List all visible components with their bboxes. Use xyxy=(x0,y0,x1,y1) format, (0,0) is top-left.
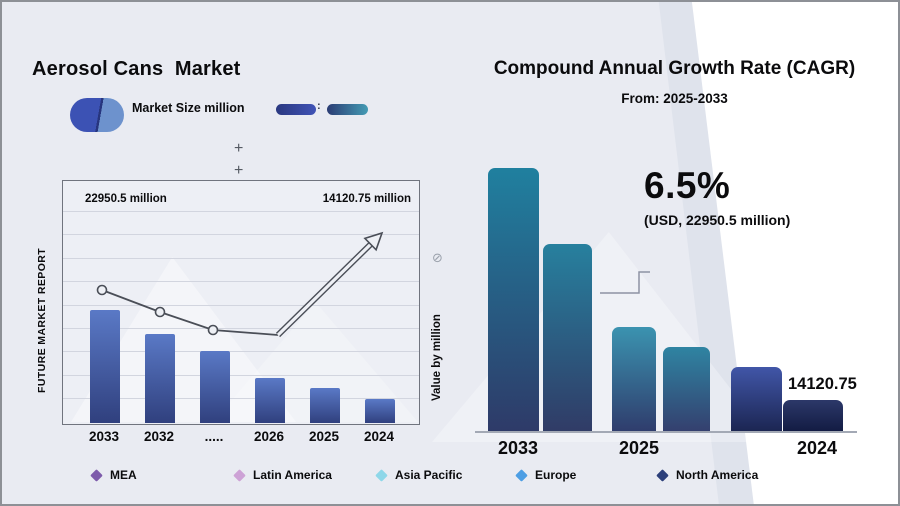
grid-line xyxy=(63,374,419,376)
grid-line xyxy=(63,234,419,236)
crossed-circle-icon: ⊘ xyxy=(432,251,443,266)
right-chart-axis-line xyxy=(475,431,857,433)
plus-mark-icon: + xyxy=(234,162,244,179)
cagr-bar xyxy=(783,400,843,432)
market-size-label: Market Size million xyxy=(132,101,245,115)
x-tick-label: 2024 xyxy=(363,429,395,444)
cagr-period: From: 2025-2033 xyxy=(621,91,728,106)
legend-diamond-icon xyxy=(515,468,528,482)
grid-line xyxy=(63,211,419,212)
ratio-pill-left xyxy=(276,104,316,115)
chart-value-2033: 22950.5 million xyxy=(85,193,167,205)
right-x-tick-label: 2024 xyxy=(796,438,838,458)
legend-diamond-icon xyxy=(656,468,669,482)
grid-line xyxy=(63,351,419,353)
legend-label: Asia Pacific xyxy=(395,468,463,482)
page-title: Aerosol Cans Market xyxy=(32,58,241,80)
ratio-pill-right xyxy=(327,104,368,115)
cagr-bar xyxy=(543,244,592,432)
market-size-bar-2024 xyxy=(365,399,395,423)
right-x-tick-label: 2033 xyxy=(497,438,539,458)
market-size-bar-2025 xyxy=(310,388,340,423)
legend-item-latin-america: Latin America xyxy=(233,468,332,482)
legend-item-north-america: North America xyxy=(656,468,759,482)
legend-label: North America xyxy=(676,468,759,482)
step-line-decoration xyxy=(600,271,650,294)
legend-diamond-icon xyxy=(375,468,388,482)
grid-line xyxy=(63,281,419,283)
legend-label: Europe xyxy=(535,468,577,482)
grid-line xyxy=(63,398,419,400)
market-size-bar-2033 xyxy=(90,310,120,423)
market-size-chart: 22950.5 million 14120.75 million xyxy=(62,180,420,425)
market-size-bar-2032 xyxy=(145,334,175,423)
cagr-bar xyxy=(612,327,656,432)
cagr-bar xyxy=(663,347,710,432)
left-chart-x-axis: 2033 2032..... 2026 2025 2024 xyxy=(62,429,420,447)
legend-diamond-icon xyxy=(233,468,246,482)
cagr-bar xyxy=(731,367,782,432)
trend-line-chart xyxy=(96,231,384,338)
cagr-value: 6.5% xyxy=(644,165,731,206)
x-tick-label: 2025 xyxy=(308,429,340,444)
legend-item-europe: Europe xyxy=(515,468,577,482)
ratio-separator: : xyxy=(317,100,321,112)
right-x-tick-label: 2025 xyxy=(618,438,660,458)
legend-item-mea: MEA xyxy=(90,468,137,482)
legend-label: MEA xyxy=(110,468,137,482)
chart-value-2024: 14120.75 million xyxy=(322,193,411,205)
grid-line xyxy=(63,304,419,306)
aerosol-can-icon xyxy=(70,98,124,132)
cagr-basis: (USD, 22950.5 million) xyxy=(644,212,791,228)
x-tick-label: 2032 xyxy=(143,429,175,444)
cagr-bar xyxy=(488,168,539,432)
legend-label: Latin America xyxy=(253,468,332,482)
plus-mark-icon: + xyxy=(234,140,244,157)
grid-line xyxy=(63,328,419,329)
legend-diamond-icon xyxy=(90,468,103,482)
market-size-bar-2026 xyxy=(255,378,285,423)
cagr-title: Compound Annual Growth Rate (CAGR) xyxy=(493,58,856,79)
legend-item-asia-pacific: Asia Pacific xyxy=(375,468,463,482)
market-size-bar-..... xyxy=(200,351,230,423)
x-tick-label: 2033 xyxy=(88,429,120,444)
x-tick-label: ..... xyxy=(204,429,224,444)
y-axis-label: Value by million xyxy=(431,314,443,402)
end-value-label: 14120.75 xyxy=(788,375,857,393)
side-watermark-label: FUTURE MARKET REPORT xyxy=(36,247,48,393)
x-tick-label: 2026 xyxy=(253,429,285,444)
grid-line xyxy=(63,257,419,259)
